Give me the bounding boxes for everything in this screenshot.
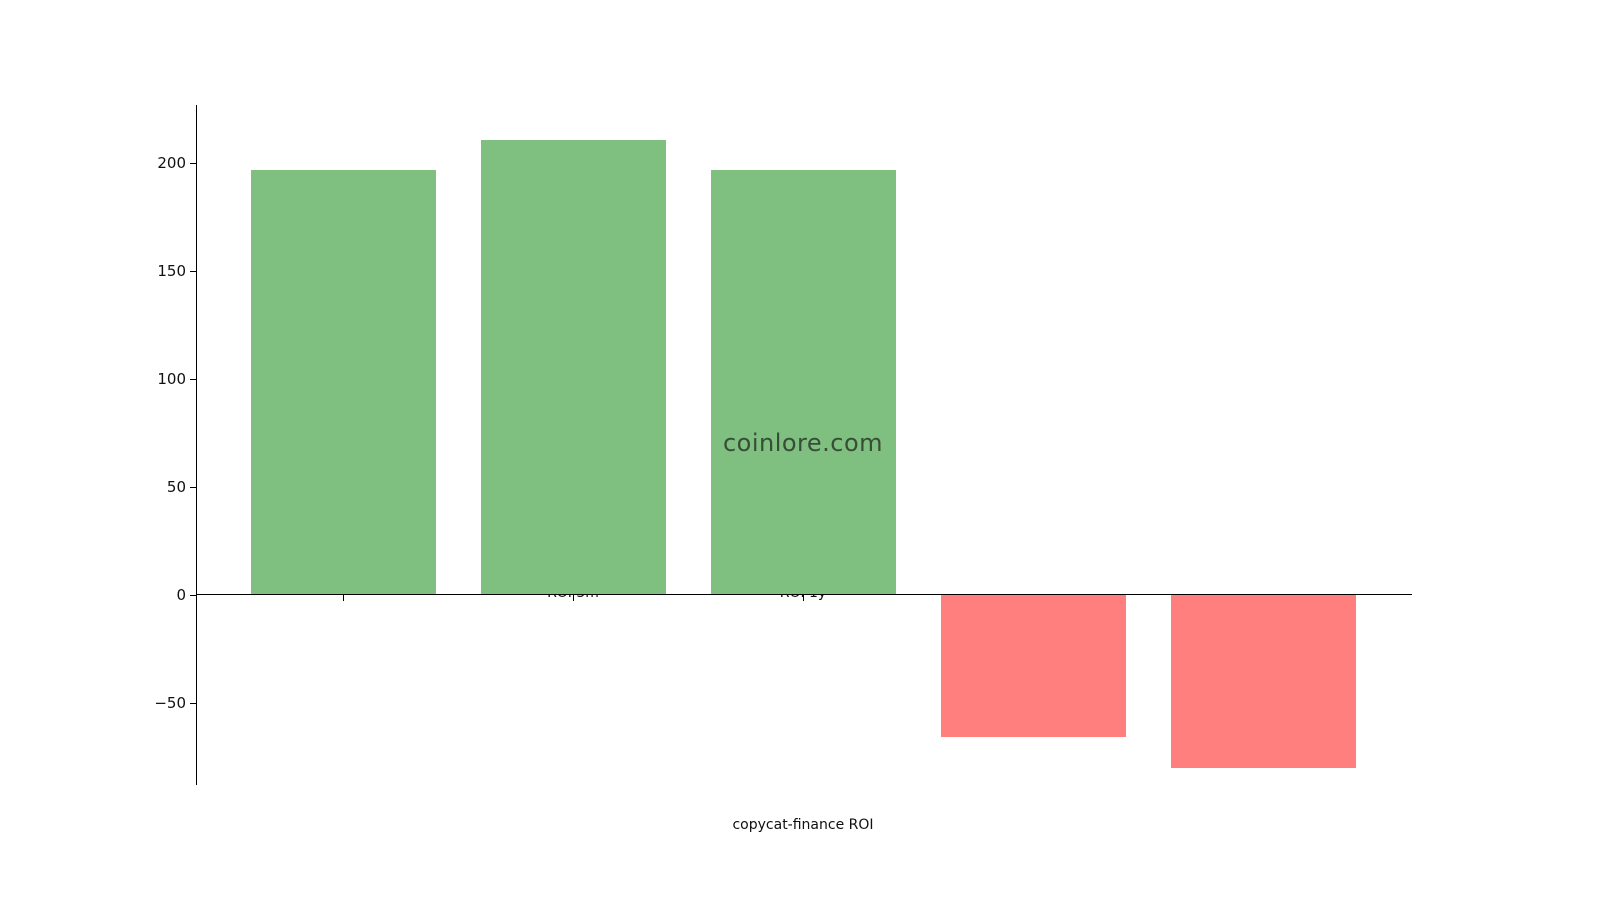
x-axis-tick: [803, 595, 804, 601]
y-axis-spine: [196, 105, 197, 785]
y-axis-tick-label: 200: [157, 154, 186, 172]
y-axis-tick-label: −50: [154, 694, 186, 712]
y-axis-tick-label: 150: [157, 262, 186, 280]
y-axis-tick-label: 0: [176, 586, 186, 604]
chart-title: copycat-finance ROI: [732, 817, 874, 833]
y-axis-tick: [190, 595, 196, 596]
bar-negative: [941, 595, 1126, 737]
bar-negative: [1171, 595, 1356, 768]
bar-positive: [251, 170, 436, 595]
y-axis-tick: [190, 271, 196, 272]
watermark: coinlore.com: [722, 429, 884, 457]
x-axis-tick: [573, 595, 574, 601]
bar-positive: [481, 140, 666, 595]
y-axis-tick: [190, 379, 196, 380]
bar-positive: [711, 170, 896, 595]
x-axis-zero-line: [196, 594, 1412, 595]
y-axis-tick: [190, 487, 196, 488]
y-axis-tick: [190, 703, 196, 704]
x-axis-tick: [343, 595, 344, 601]
y-axis-tick-label: 100: [157, 370, 186, 388]
y-axis-tick: [190, 163, 196, 164]
y-axis-tick-label: 50: [166, 478, 186, 496]
